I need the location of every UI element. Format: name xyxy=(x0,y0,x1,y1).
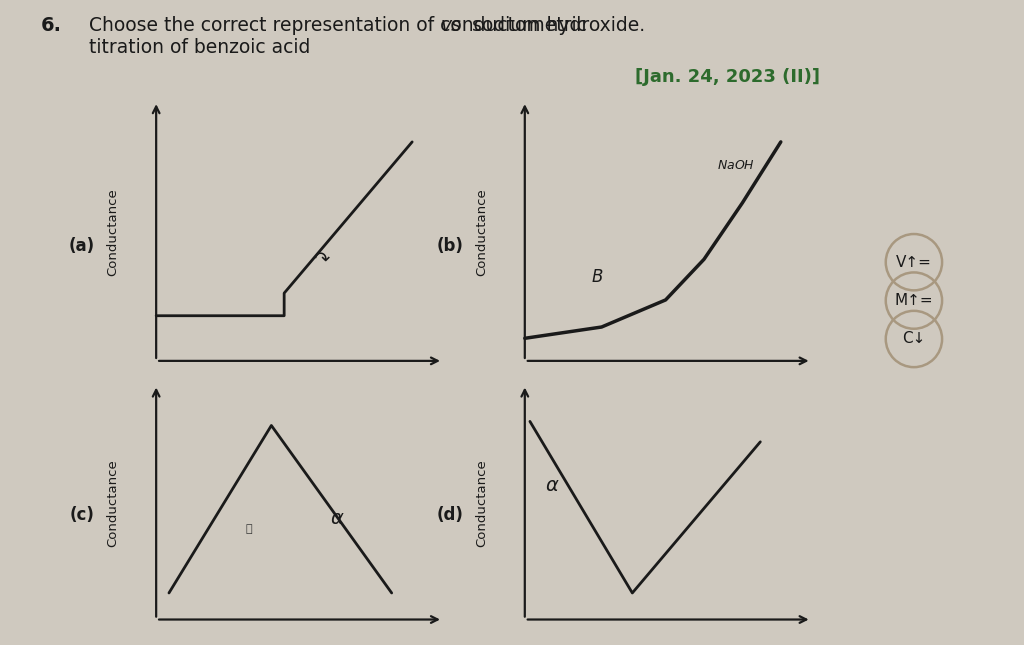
Text: 6.: 6. xyxy=(41,16,62,35)
Text: Conductance: Conductance xyxy=(106,188,119,276)
Text: (b): (b) xyxy=(437,237,464,255)
Text: (a): (a) xyxy=(69,237,95,255)
Text: sodium hydroxide.: sodium hydroxide. xyxy=(466,16,645,35)
Text: $V_{\mathrm{NaOH}}$ $\rightarrow$: $V_{\mathrm{NaOH}}$ $\rightarrow$ xyxy=(644,406,699,421)
Text: $\alpha$: $\alpha$ xyxy=(330,508,345,528)
Text: V↑=: V↑= xyxy=(896,255,932,270)
Text: $\alpha$: $\alpha$ xyxy=(545,476,560,495)
Text: M↑=: M↑= xyxy=(895,293,933,308)
Text: $\curvearrowright$: $\curvearrowright$ xyxy=(309,249,332,268)
Text: C↓: C↓ xyxy=(902,332,926,346)
Text: Choose the correct representation of conductometric
  titration of benzoic acid: Choose the correct representation of con… xyxy=(77,16,587,57)
Text: Conductance: Conductance xyxy=(475,188,487,276)
Text: [Jan. 24, 2023 (II)]: [Jan. 24, 2023 (II)] xyxy=(635,68,820,86)
Text: 🖊: 🖊 xyxy=(246,524,252,533)
Text: (d): (d) xyxy=(437,506,464,524)
Text: vs: vs xyxy=(440,16,461,35)
Text: (c): (c) xyxy=(70,506,94,524)
Text: $B$: $B$ xyxy=(592,268,604,286)
Text: $V_{\mathrm{NaOH}}$ $\rightarrow$: $V_{\mathrm{NaOH}}$ $\rightarrow$ xyxy=(275,406,331,421)
Text: Conductance: Conductance xyxy=(106,459,119,547)
Text: Conductance: Conductance xyxy=(475,459,487,547)
Text: $NaOH$: $NaOH$ xyxy=(717,159,755,172)
